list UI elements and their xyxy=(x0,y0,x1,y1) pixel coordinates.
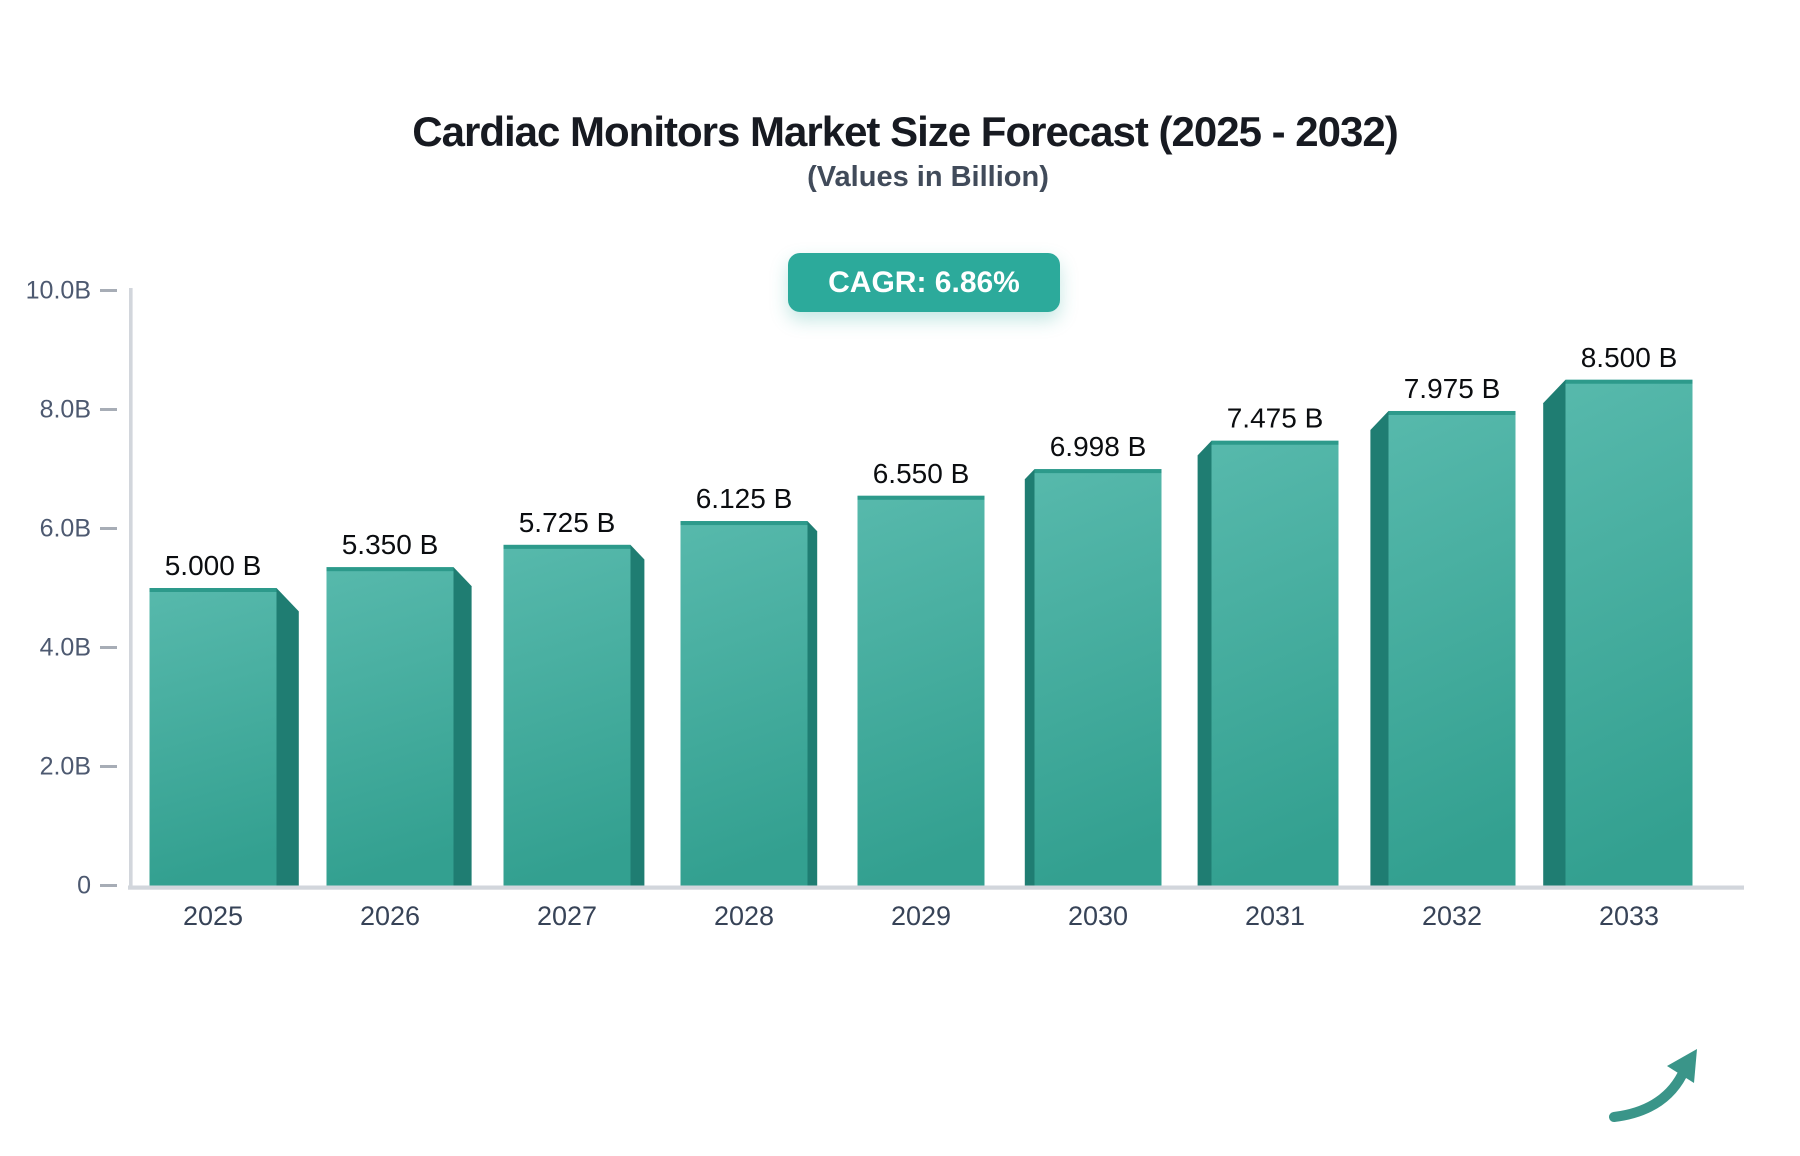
y-tick-dash xyxy=(100,408,117,411)
bar-value-label: 5.725 B xyxy=(519,507,616,538)
bar-side-face xyxy=(1370,410,1389,886)
bar-front-face xyxy=(680,521,808,886)
bar-front-face xyxy=(1388,410,1516,886)
bar-value-label: 7.975 B xyxy=(1404,373,1501,404)
bar-side-face xyxy=(1543,379,1566,886)
bar-value-label: 6.998 B xyxy=(1050,431,1147,462)
bar-side-face xyxy=(630,544,645,886)
bar-value-label: 5.350 B xyxy=(342,529,439,560)
bar-front-face xyxy=(1211,440,1339,886)
bar-side-face xyxy=(453,567,472,886)
bar-front-face xyxy=(1565,379,1693,886)
chart-subtitle: (Values in Billion) xyxy=(807,161,1049,193)
y-tick-label: 6.0B xyxy=(40,515,91,543)
bar-front-face xyxy=(149,588,277,886)
x-tick-label: 2025 xyxy=(183,901,243,931)
y-tick-label: 8.0B xyxy=(40,396,91,424)
bar-top-edge xyxy=(1034,469,1162,474)
cagr-badge: CAGR: 6.86% xyxy=(788,253,1060,312)
x-tick-label: 2030 xyxy=(1068,901,1128,931)
bar-2026: 5.350 B 2026 xyxy=(326,529,472,931)
y-tick-dash xyxy=(100,646,117,649)
x-tick-label: 2031 xyxy=(1245,901,1305,931)
bar-front-face xyxy=(1034,469,1162,886)
bar-2030: 6.998 B 2030 xyxy=(1024,431,1162,931)
bar-value-label: 6.550 B xyxy=(873,458,970,489)
y-tick-label: 0 xyxy=(77,872,91,900)
bar-top-edge xyxy=(857,495,985,500)
amr-logo xyxy=(1516,1026,1756,1136)
y-axis-line xyxy=(129,288,133,890)
bar-top-edge xyxy=(149,588,277,592)
x-axis-line xyxy=(128,885,1744,890)
y-tick-label: 10.0B xyxy=(26,277,91,305)
bar-2029: 6.550 B 2029 xyxy=(857,458,985,931)
x-tick-label: 2029 xyxy=(891,901,951,931)
y-tick-label: 2.0B xyxy=(40,753,91,781)
bar-front-face xyxy=(326,567,454,886)
bar-side-face xyxy=(807,521,818,886)
x-tick-label: 2028 xyxy=(714,901,774,931)
growth-arrow-icon xyxy=(1609,1049,1697,1122)
y-tick-dash xyxy=(100,765,117,768)
bar-2025: 5.000 B 2025 xyxy=(149,550,299,931)
bar-side-face xyxy=(1197,440,1212,886)
bar-front-face xyxy=(857,495,985,886)
bar-2027: 5.725 B 2027 xyxy=(503,507,645,931)
bar-2033: 8.500 B 2033 xyxy=(1543,342,1693,931)
bar-2031: 7.475 B 2031 xyxy=(1197,403,1339,931)
chart-title: Cardiac Monitors Market Size Forecast (2… xyxy=(412,108,1398,155)
bar-2028: 6.125 B 2028 xyxy=(680,483,818,931)
x-tick-label: 2026 xyxy=(360,901,420,931)
y-tick-dash xyxy=(100,289,117,292)
bar-side-face xyxy=(1024,469,1035,886)
bar-top-edge xyxy=(1211,440,1339,445)
bar-side-face xyxy=(276,588,299,886)
bar-top-edge xyxy=(1388,410,1516,415)
bar-front-face xyxy=(503,544,631,886)
bar-top-edge xyxy=(680,521,808,526)
bar-value-label: 7.475 B xyxy=(1227,403,1324,434)
y-tick-dash xyxy=(100,884,117,887)
bar-top-edge xyxy=(1565,379,1693,384)
bar-top-edge xyxy=(326,567,454,572)
x-tick-label: 2033 xyxy=(1599,901,1659,931)
bar-value-label: 5.000 B xyxy=(165,550,262,581)
y-tick-label: 4.0B xyxy=(40,634,91,662)
y-tick-dash xyxy=(100,527,117,530)
x-tick-label: 2027 xyxy=(537,901,597,931)
bar-2032: 7.975 B 2032 xyxy=(1370,373,1516,931)
bar-top-edge xyxy=(503,544,631,549)
bar-value-label: 6.125 B xyxy=(696,483,793,514)
bar-value-label: 8.500 B xyxy=(1581,342,1678,373)
x-tick-label: 2032 xyxy=(1422,901,1482,931)
